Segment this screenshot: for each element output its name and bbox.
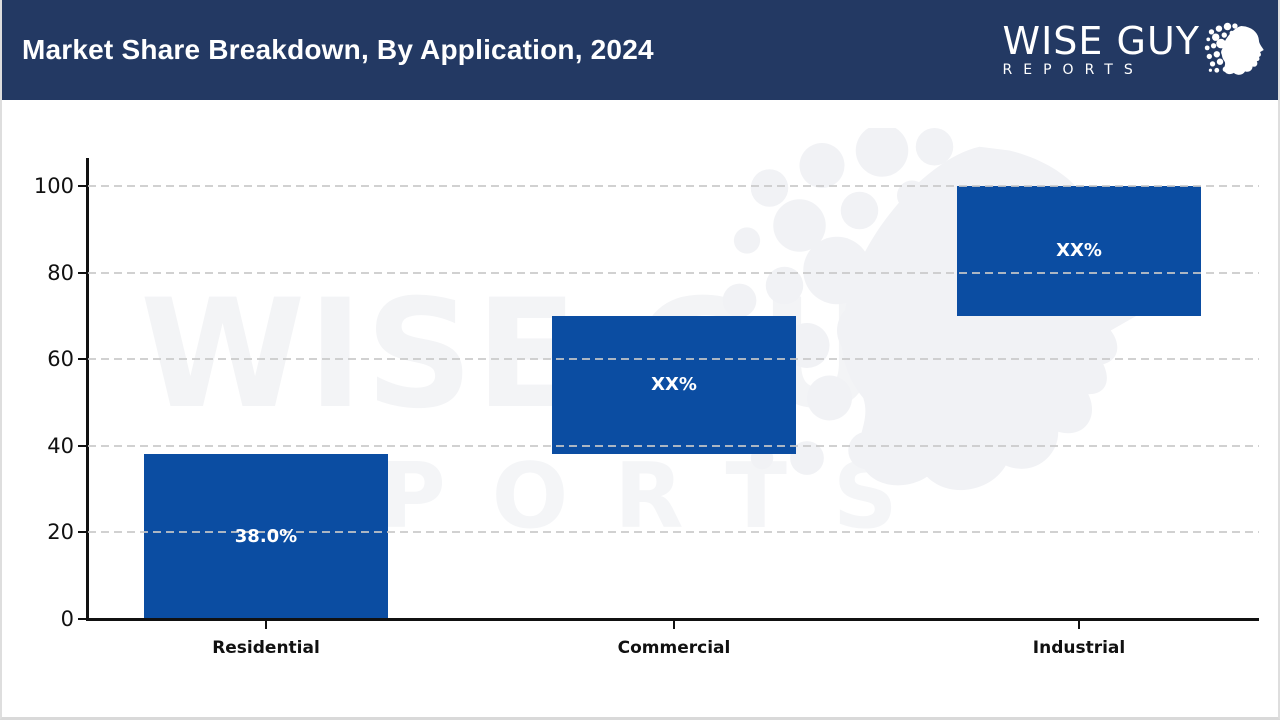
y-tickmark: [78, 271, 86, 274]
gridline-y-20: [88, 531, 1259, 534]
bar-industrial: [957, 186, 1201, 316]
chart-title: Market Share Breakdown, By Application, …: [22, 34, 654, 65]
logo-wordmark: WISE GUY: [1002, 19, 1200, 63]
dotted-face-profile-icon: [1204, 22, 1264, 75]
y-tick-label: 0: [60, 607, 74, 631]
bar-commercial: [552, 315, 796, 455]
x-tick-label: Residential: [212, 638, 320, 658]
gridline-y-40: [88, 444, 1259, 447]
x-axis-spine: [86, 618, 1259, 621]
gridline-y-100: [88, 185, 1259, 187]
y-tick-label: 100: [33, 174, 74, 198]
bar-value-label: 38.0%: [234, 525, 298, 547]
bar-residential: [144, 454, 388, 619]
header-bar: Market Share Breakdown, By Application, …: [2, 0, 1278, 100]
y-tickmark: [78, 618, 86, 620]
y-tick-label: 20: [47, 520, 74, 545]
y-tick-label: 40: [47, 433, 74, 458]
y-tickmark: [78, 185, 86, 187]
y-tick-label: 60: [47, 347, 74, 372]
x-tickmark: [1078, 621, 1080, 629]
gridline-y-80: [88, 271, 1259, 274]
bar-value-label: XX%: [651, 374, 697, 396]
logo-subtext: REPORTS: [1002, 62, 1144, 78]
x-tick-label: Commercial: [617, 638, 731, 658]
y-tickmark: [78, 531, 86, 534]
x-tick-label: Industrial: [1032, 638, 1126, 658]
y-tickmark: [78, 444, 86, 447]
y-tickmark: [78, 358, 86, 361]
y-axis-spine: [86, 158, 89, 620]
x-tickmark: [265, 621, 267, 629]
bar-value-label: XX%: [1056, 239, 1102, 261]
x-tickmark: [673, 621, 675, 629]
gridline-y-60: [88, 358, 1259, 361]
brand-logo: WISE GUY REPORTS: [1003, 9, 1268, 91]
y-tick-label: 80: [47, 260, 74, 285]
brand-logo-text: WISE GUY REPORTS: [1003, 22, 1200, 78]
